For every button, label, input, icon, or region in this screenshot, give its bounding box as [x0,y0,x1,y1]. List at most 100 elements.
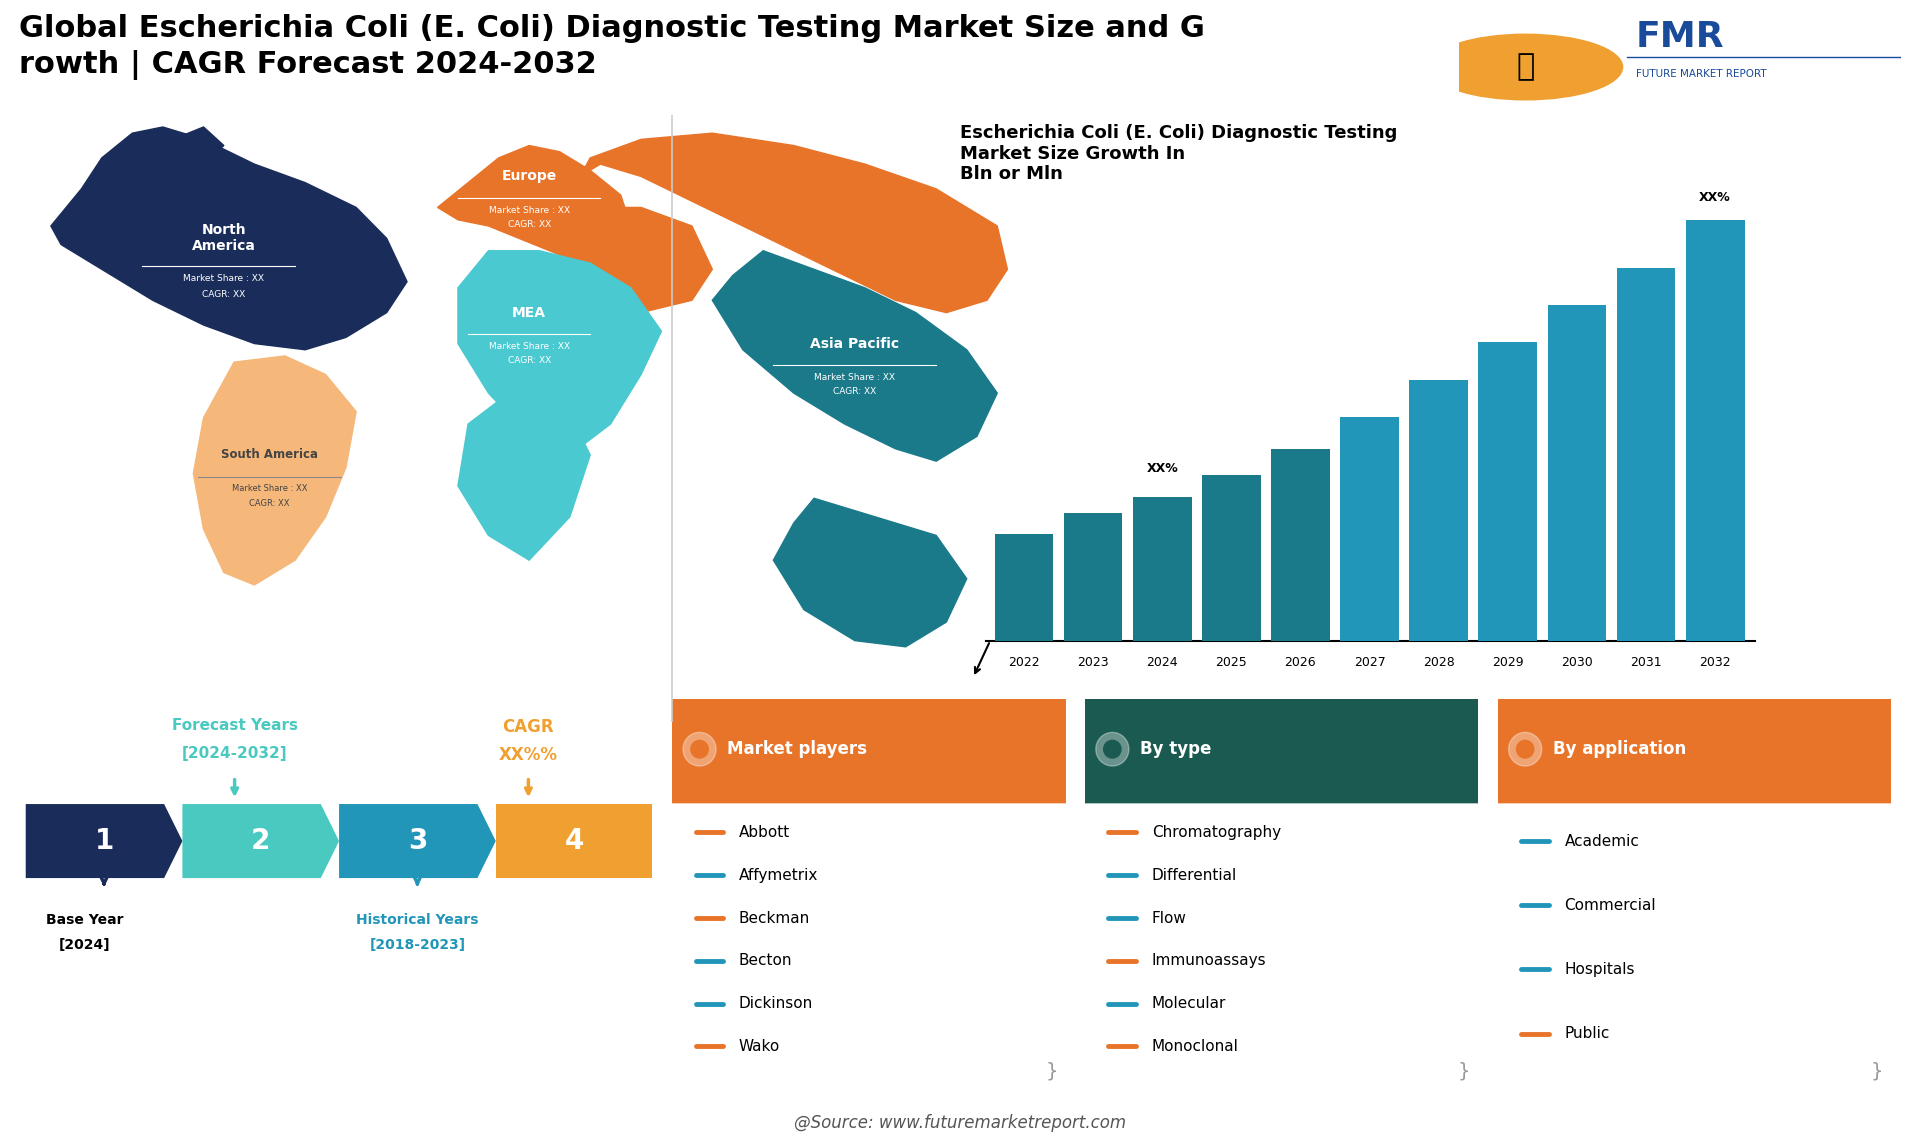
Text: Historical Years: Historical Years [355,913,478,927]
Circle shape [684,732,716,766]
Circle shape [1428,34,1622,100]
Text: [2024-2032]: [2024-2032] [182,746,288,761]
FancyBboxPatch shape [1271,449,1331,641]
FancyBboxPatch shape [1133,497,1192,641]
Text: Hospitals: Hospitals [1565,961,1636,976]
Text: Wako: Wako [739,1039,780,1054]
FancyBboxPatch shape [1548,305,1607,641]
Text: 2022: 2022 [1008,656,1041,669]
Text: 2032: 2032 [1699,656,1732,669]
Text: Beckman: Beckman [739,911,810,926]
Circle shape [691,740,708,758]
Text: 2030: 2030 [1561,656,1594,669]
Text: 2026: 2026 [1284,656,1317,669]
Text: CAGR: XX: CAGR: XX [202,290,246,299]
Text: Market Share : XX: Market Share : XX [814,374,895,382]
Polygon shape [438,146,632,264]
Polygon shape [580,133,1008,313]
Text: 2027: 2027 [1354,656,1386,669]
Polygon shape [50,127,407,350]
Text: 3: 3 [407,827,426,855]
Polygon shape [459,393,589,560]
FancyBboxPatch shape [1202,476,1261,641]
Polygon shape [561,207,712,313]
Circle shape [1096,732,1129,766]
Text: Forecast Years: Forecast Years [171,719,298,733]
Text: Escherichia Coli (E. Coli) Diagnostic Testing
Market Size Growth In
Bln or Mln: Escherichia Coli (E. Coli) Diagnostic Te… [960,124,1398,183]
Circle shape [1509,732,1542,766]
FancyBboxPatch shape [1064,512,1123,641]
FancyBboxPatch shape [995,534,1054,641]
Polygon shape [182,804,340,878]
Text: Global Escherichia Coli (E. Coli) Diagnostic Testing Market Size and G
rowth | C: Global Escherichia Coli (E. Coli) Diagno… [19,14,1206,80]
Text: Affymetrix: Affymetrix [739,868,818,882]
Text: Immunoassays: Immunoassays [1152,953,1267,968]
Text: Base Year: Base Year [46,913,123,927]
FancyBboxPatch shape [1492,785,1897,1102]
Text: CAGR: XX: CAGR: XX [507,356,551,366]
Text: XX%: XX% [1699,191,1732,204]
Text: Market Share : XX: Market Share : XX [232,485,307,494]
Text: 1: 1 [94,827,113,855]
Text: XX%%: XX%% [499,746,559,763]
Circle shape [1517,740,1534,758]
Text: Market players: Market players [728,740,868,759]
FancyBboxPatch shape [666,785,1071,1102]
Text: Abbott: Abbott [739,825,791,840]
Text: 2023: 2023 [1077,656,1110,669]
Text: [2024]: [2024] [60,939,109,952]
FancyBboxPatch shape [1079,785,1484,1102]
Text: Molecular: Molecular [1152,996,1227,1011]
Text: CAGR: XX: CAGR: XX [833,387,876,397]
FancyBboxPatch shape [1340,417,1400,641]
Text: CAGR: XX: CAGR: XX [507,220,551,229]
Text: }: } [1457,1061,1471,1080]
Text: @Source: www.futuremarketreport.com: @Source: www.futuremarketreport.com [795,1114,1125,1132]
Text: Asia Pacific: Asia Pacific [810,337,899,351]
Text: Public: Public [1565,1026,1609,1041]
Polygon shape [340,804,495,878]
Text: Monoclonal: Monoclonal [1152,1039,1238,1054]
Text: South America: South America [221,448,319,462]
Text: By type: By type [1140,740,1212,759]
Text: 4: 4 [564,827,584,855]
Text: 🔭: 🔭 [1517,53,1534,81]
Polygon shape [459,251,660,455]
Text: 2024: 2024 [1146,656,1179,669]
Text: Market Share : XX: Market Share : XX [184,274,265,283]
Text: 2: 2 [252,827,271,855]
Polygon shape [142,127,225,164]
Text: Market Share : XX: Market Share : XX [490,343,570,351]
FancyBboxPatch shape [1478,343,1538,641]
FancyBboxPatch shape [1069,694,1494,803]
Text: Europe: Europe [501,170,557,183]
Text: Chromatography: Chromatography [1152,825,1281,840]
Text: FUTURE MARKET REPORT: FUTURE MARKET REPORT [1636,70,1766,79]
Text: By application: By application [1553,740,1686,759]
Text: 2029: 2029 [1492,656,1524,669]
Text: [2018-2023]: [2018-2023] [369,939,465,952]
Text: Becton: Becton [739,953,793,968]
Text: Dickinson: Dickinson [739,996,814,1011]
Polygon shape [712,251,996,461]
FancyBboxPatch shape [1482,694,1907,803]
FancyBboxPatch shape [1617,268,1676,641]
Text: FMR: FMR [1636,21,1724,54]
Text: North
America: North America [192,223,255,253]
FancyBboxPatch shape [657,694,1081,803]
FancyBboxPatch shape [1409,379,1469,641]
Text: XX%: XX% [1146,462,1179,476]
FancyBboxPatch shape [1686,220,1745,641]
Polygon shape [774,499,968,646]
Text: CAGR: XX: CAGR: XX [250,499,290,508]
Text: 2025: 2025 [1215,656,1248,669]
Text: Differential: Differential [1152,868,1236,882]
Text: CAGR: CAGR [503,719,555,737]
Circle shape [1104,740,1121,758]
Text: Commercial: Commercial [1565,897,1657,912]
Text: Flow: Flow [1152,911,1187,926]
Polygon shape [25,804,182,878]
Text: MEA: MEA [513,306,545,320]
Text: }: } [1044,1061,1058,1080]
Text: 2031: 2031 [1630,656,1663,669]
